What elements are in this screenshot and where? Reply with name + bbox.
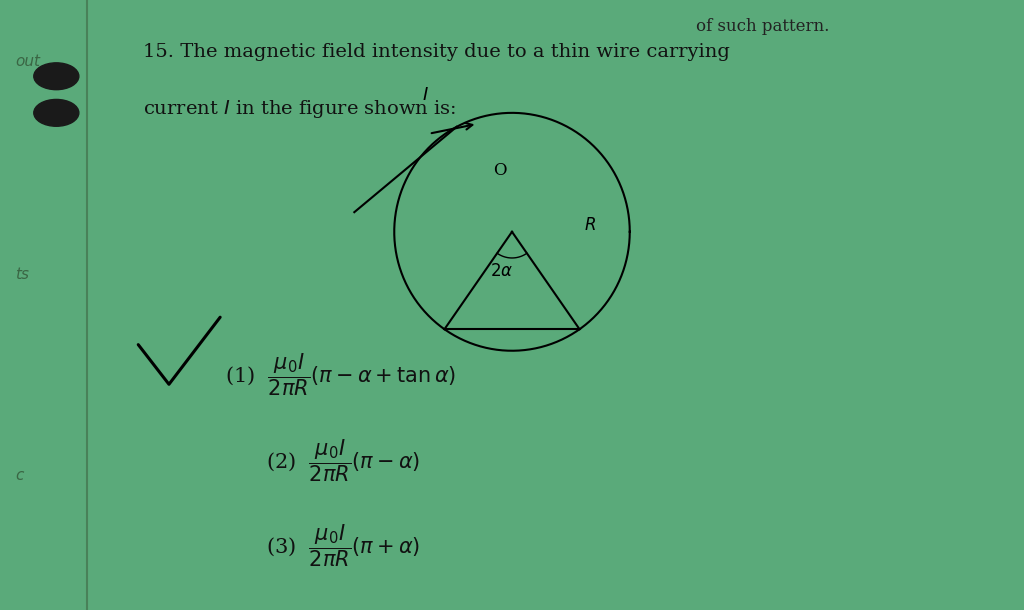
Text: $I$: $I$	[422, 85, 428, 104]
Text: c: c	[15, 468, 24, 483]
Circle shape	[34, 99, 79, 126]
Text: (1)  $\dfrac{\mu_0 I}{2\pi R}(\pi - \alpha + \tan\alpha)$: (1) $\dfrac{\mu_0 I}{2\pi R}(\pi - \alph…	[225, 352, 457, 398]
Text: ts: ts	[15, 267, 30, 282]
Text: O: O	[493, 162, 507, 179]
Circle shape	[34, 63, 79, 90]
Text: $R$: $R$	[584, 217, 596, 234]
Text: (2)  $\dfrac{\mu_0 I}{2\pi R}(\pi - \alpha)$: (2) $\dfrac{\mu_0 I}{2\pi R}(\pi - \alph…	[266, 437, 421, 484]
Text: current $I$ in the figure shown is:: current $I$ in the figure shown is:	[143, 98, 457, 120]
Text: $2\alpha$: $2\alpha$	[490, 263, 513, 280]
Text: 15. The magnetic field intensity due to a thin wire carrying: 15. The magnetic field intensity due to …	[143, 43, 730, 61]
Text: (3)  $\dfrac{\mu_0 I}{2\pi R}(\pi + \alpha)$: (3) $\dfrac{\mu_0 I}{2\pi R}(\pi + \alph…	[266, 523, 421, 569]
Text: of such pattern.: of such pattern.	[696, 18, 829, 35]
Text: out: out	[15, 54, 40, 68]
